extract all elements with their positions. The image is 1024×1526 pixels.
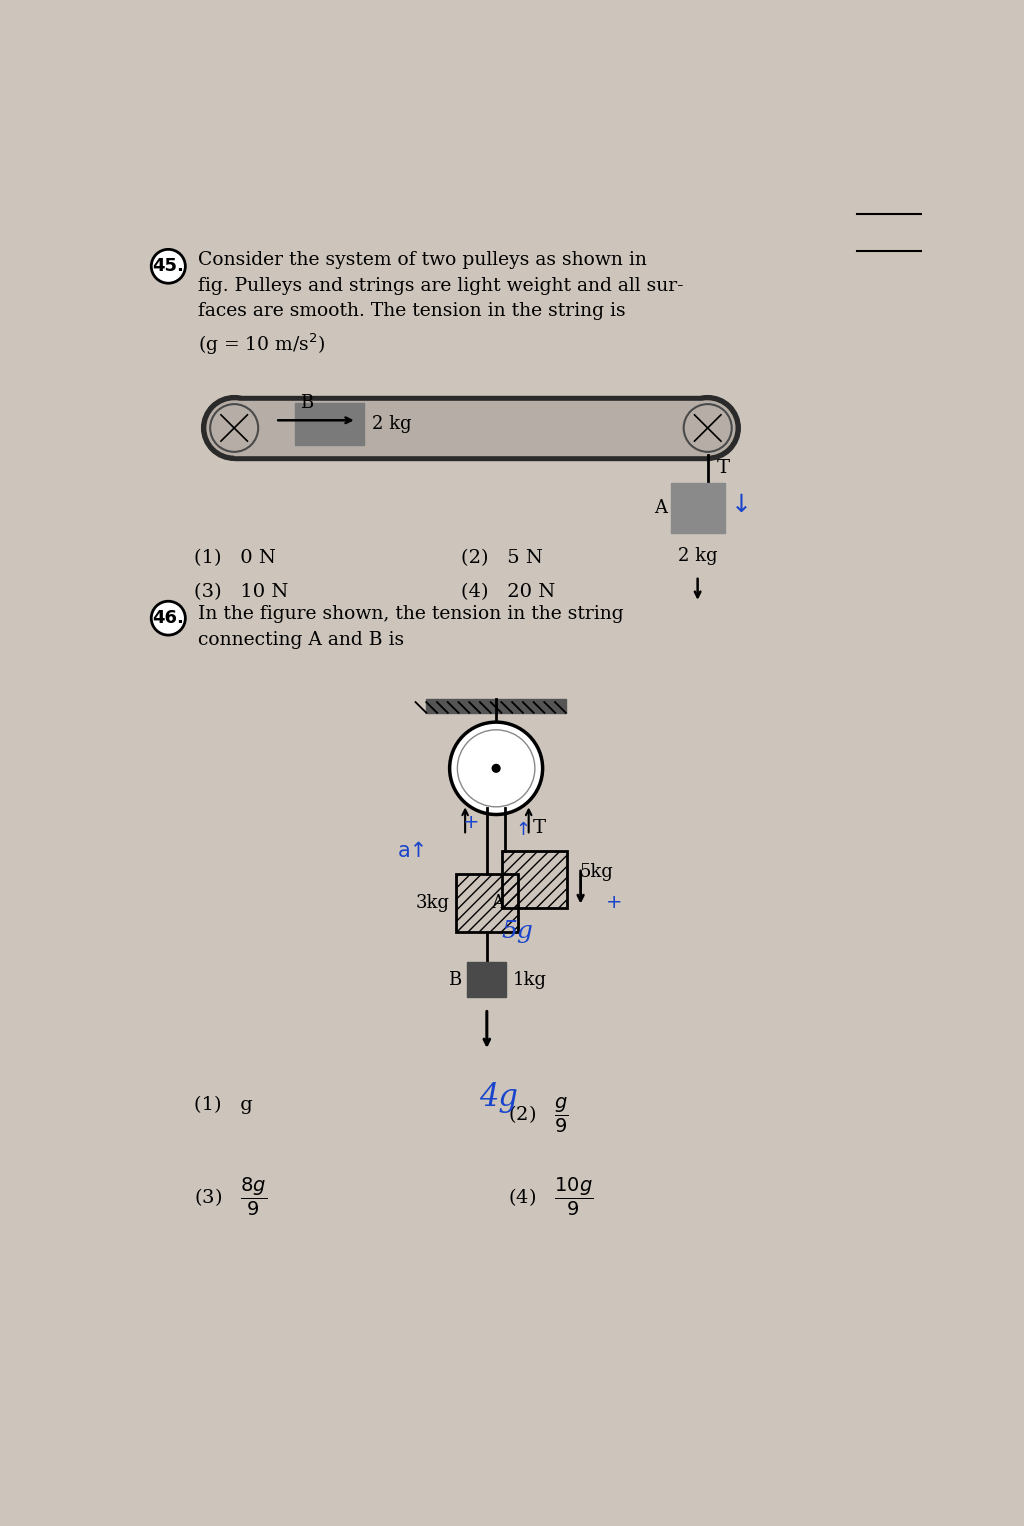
Text: 2 kg: 2 kg xyxy=(372,415,412,433)
Text: (4)   $\dfrac{10g}{9}$: (4) $\dfrac{10g}{9}$ xyxy=(508,1177,593,1218)
Circle shape xyxy=(681,401,735,455)
Circle shape xyxy=(450,722,543,815)
Text: a↑: a↑ xyxy=(398,841,428,861)
Text: B: B xyxy=(300,394,313,412)
Circle shape xyxy=(202,395,266,461)
Bar xyxy=(502,850,567,908)
Bar xyxy=(467,963,506,996)
Bar xyxy=(671,484,725,534)
Text: 1kg: 1kg xyxy=(512,971,547,989)
Text: 5kg: 5kg xyxy=(579,862,613,881)
Text: 2 kg: 2 kg xyxy=(678,548,718,565)
Text: (2)   $\dfrac{g}{9}$: (2) $\dfrac{g}{9}$ xyxy=(508,1096,568,1135)
Text: In the figure shown, the tension in the string
connecting A and B is: In the figure shown, the tension in the … xyxy=(198,606,624,649)
Text: +: + xyxy=(605,893,623,913)
Text: +: + xyxy=(463,813,479,832)
Text: (4)   20 N: (4) 20 N xyxy=(461,583,555,601)
Bar xyxy=(234,401,708,455)
Bar xyxy=(295,403,365,446)
Circle shape xyxy=(675,395,740,461)
Text: B: B xyxy=(449,971,461,989)
Text: (1)   g: (1) g xyxy=(194,1096,253,1114)
Text: (2)   5 N: (2) 5 N xyxy=(461,549,543,566)
Text: T: T xyxy=(717,459,730,476)
Text: 5g: 5g xyxy=(501,920,532,943)
Circle shape xyxy=(152,601,185,635)
Text: 45.: 45. xyxy=(153,258,184,275)
Bar xyxy=(426,699,566,713)
Text: 4g: 4g xyxy=(479,1082,518,1112)
Text: 46.: 46. xyxy=(153,609,184,627)
Text: T: T xyxy=(532,818,546,836)
Text: 3kg: 3kg xyxy=(416,894,450,911)
Text: ↓: ↓ xyxy=(731,493,752,517)
Text: A: A xyxy=(653,499,667,517)
Bar xyxy=(456,874,518,931)
Circle shape xyxy=(207,401,261,455)
Circle shape xyxy=(493,765,500,772)
Circle shape xyxy=(152,249,185,284)
Bar xyxy=(234,395,708,461)
Text: ↑: ↑ xyxy=(515,821,530,839)
Text: (3)   $\dfrac{8g}{9}$: (3) $\dfrac{8g}{9}$ xyxy=(194,1177,267,1218)
Text: A: A xyxy=(490,894,504,911)
Text: (1)   0 N: (1) 0 N xyxy=(194,549,275,566)
Text: Consider the system of two pulleys as shown in
fig. Pulleys and strings are ligh: Consider the system of two pulleys as sh… xyxy=(198,250,683,357)
Text: (3)   10 N: (3) 10 N xyxy=(194,583,288,601)
